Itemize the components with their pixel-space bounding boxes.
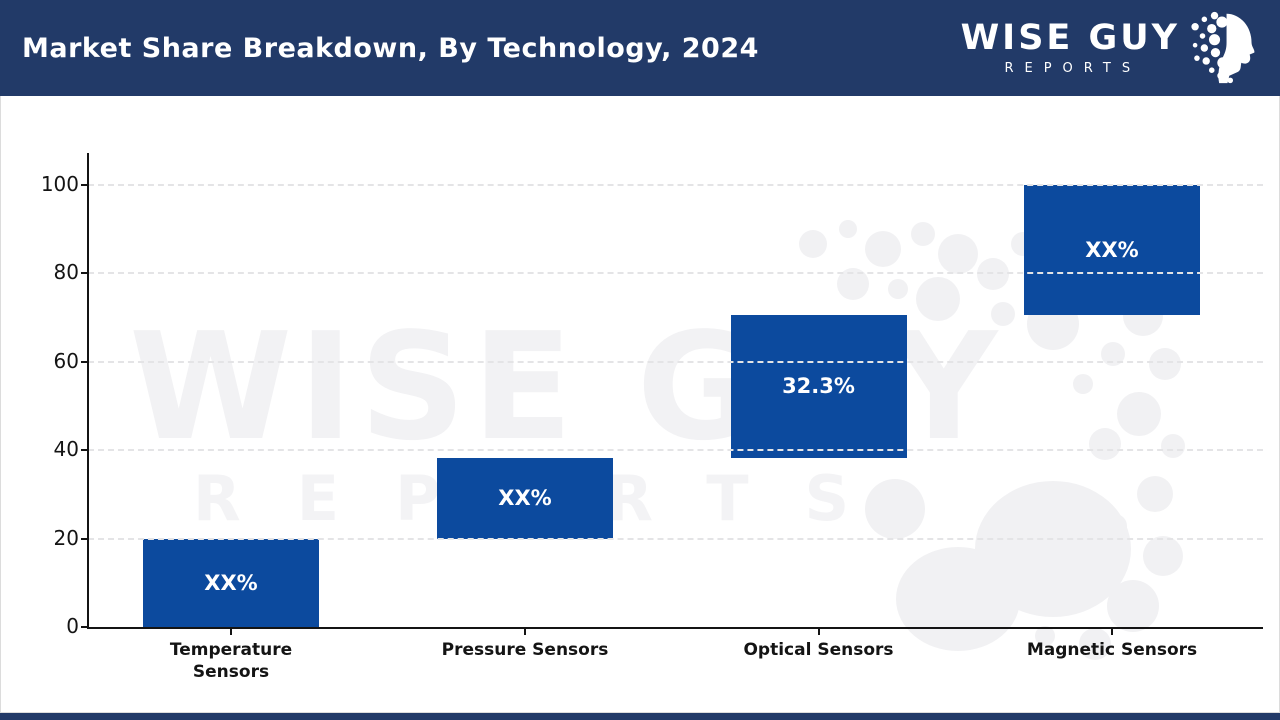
x-axis-label: Pressure Sensors [441, 640, 609, 660]
bar: 32.3% [730, 314, 907, 458]
x-axis-tick [1111, 629, 1113, 635]
gridline [88, 272, 1263, 275]
x-axis-tick [524, 629, 526, 635]
waterfall-chart: XX% XX% 32.3% XX% 0 20 40 60 80 100 Temperature Se… [1, 96, 1279, 712]
gridline [88, 184, 1263, 186]
bar-value-label: XX% [498, 486, 552, 511]
gridline [88, 449, 1263, 452]
y-axis-line [87, 153, 89, 629]
bar-value-label: 32.3% [782, 374, 855, 399]
gridline [88, 537, 1263, 540]
report-header: Market Share Breakdown, By Technology, 2… [0, 0, 1280, 96]
y-axis-tick-label: 60 [53, 348, 79, 373]
chart-title: Market Share Breakdown, By Technology, 2… [22, 32, 759, 64]
y-axis-tick [81, 449, 89, 452]
x-axis-tick [230, 629, 232, 635]
logo-face-icon [1191, 11, 1255, 84]
logo-name: WISE GUY [960, 17, 1180, 58]
y-axis-tick [81, 537, 89, 540]
y-axis-tick-label: 40 [53, 437, 79, 462]
y-axis-tick [81, 272, 89, 275]
y-axis-tick-label: 80 [53, 260, 79, 285]
y-axis-tick [81, 626, 89, 628]
y-axis-tick-label: 0 [66, 614, 79, 638]
y-axis-tick-label: 100 [40, 172, 79, 196]
logo-sub: REPORTS [1004, 60, 1142, 76]
bar: XX% [1024, 185, 1200, 315]
footer-bar [0, 713, 1280, 720]
y-axis-tick-label: 20 [53, 525, 79, 550]
bar: XX% [143, 538, 319, 627]
y-axis-tick [81, 184, 89, 186]
y-axis-tick [81, 360, 89, 363]
logo-text: WISE GUY REPORTS [960, 17, 1180, 76]
x-axis-label: Magnetic Sensors [1026, 640, 1198, 660]
bar-value-label: XX% [1085, 237, 1139, 262]
bar-value-label: XX% [204, 570, 258, 595]
x-axis-label: Temperature Sensors [169, 640, 293, 683]
x-axis-tick [817, 629, 820, 635]
x-axis-line [87, 627, 1263, 629]
wiseguy-logo: WISE GUY REPORTS [961, 10, 1258, 86]
x-axis-label: Optical Sensors [743, 640, 894, 660]
bar: XX% [437, 457, 613, 539]
chart-area: WISE GUY REPORTS XX%XX%32.3%XX%020406080… [0, 96, 1280, 713]
gridline [88, 360, 1263, 363]
